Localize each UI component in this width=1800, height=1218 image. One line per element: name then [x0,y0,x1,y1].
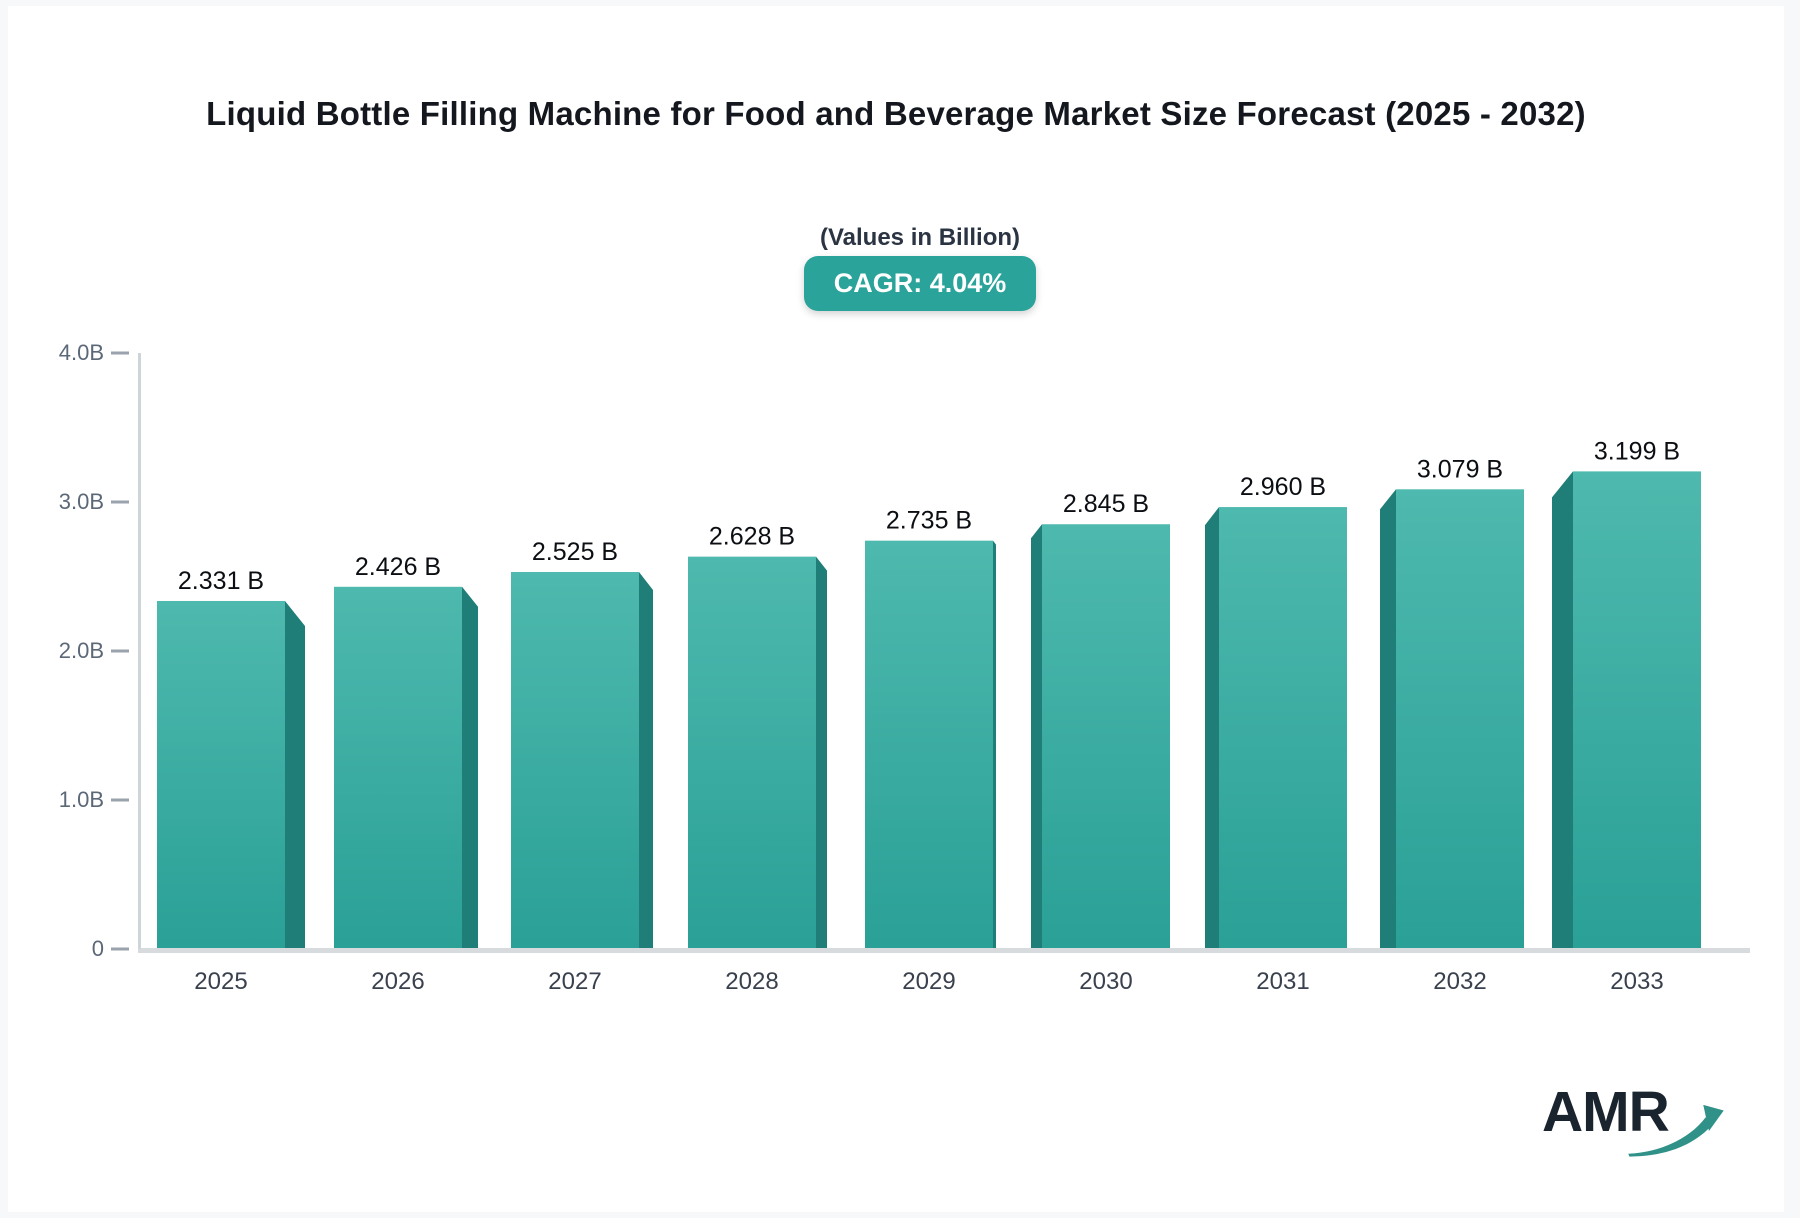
bar-2028[interactable] [688,556,816,948]
bar-value-label: 2.628 B [709,523,795,551]
bar-chart: 0 1.0B 2.0B 3.0B 4.0B 2.331 B 2025 2.426 B 2026 2… [59,340,1750,995]
chart-title-text: Liquid Bottle Filling Machine for Food a… [206,95,1586,132]
bar-value-label: 2.960 B [1240,473,1326,501]
bar-value-label: 2.735 B [886,507,972,535]
x-axis-category-label: 2026 [371,968,424,995]
x-axis-category-label: 2033 [1610,968,1663,995]
bar-2030[interactable] [1042,524,1170,948]
x-axis-category-label: 2030 [1079,968,1132,995]
chart-subtitle: (Values in Billion) [819,224,1021,251]
bar-2029[interactable] [865,540,993,948]
x-axis-category-label: 2032 [1433,968,1486,995]
bar-side-face [462,586,478,948]
bar-side-face [1552,471,1573,948]
chart-canvas: 0 1.0B 2.0B 3.0B 4.0B 2.331 B 2025 2.426 B 2026 2… [8,6,1784,1212]
bar-value-label: 3.079 B [1417,455,1503,483]
bar-value-label: 3.199 B [1594,437,1680,465]
bar-2032[interactable] [1396,489,1524,948]
y-tick-label: 4.0B [59,340,104,365]
bar-2025[interactable] [157,600,285,948]
page-edge-right [1784,0,1800,1212]
bar-side-face [816,556,827,948]
growth-arrow-icon [1628,1104,1724,1157]
cagr-badge-row: CAGR: 4.04% [32,256,1800,311]
x-axis-category-label: 2028 [725,968,778,995]
y-tick-label: 2.0B [59,638,104,663]
bar-side-face [1205,507,1219,948]
y-tick-label: 1.0B [59,787,104,812]
bar-2031[interactable] [1219,507,1347,948]
amr-logo: AMR [1542,1084,1782,1174]
y-tick-label: 3.0B [59,489,104,514]
bar-value-label: 2.845 B [1063,490,1149,518]
amr-logo-text: AMR [1542,1080,1670,1144]
bar-2027[interactable] [511,572,639,948]
y-tick-label: 0 [92,936,104,961]
bar-side-face [1031,524,1042,948]
cagr-badge: CAGR: 4.04% [803,256,1037,311]
bar-2026[interactable] [334,586,462,948]
bar-2033[interactable] [1573,471,1701,948]
page-edge-left [0,0,8,1212]
x-axis-category-label: 2025 [194,968,247,995]
bar-side-face [1380,489,1396,948]
x-axis-category-label: 2031 [1256,968,1309,995]
bar-side-face [993,540,996,948]
chart-title: Liquid Bottle Filling Machine for Food a… [8,90,1784,139]
x-axis-category-label: 2027 [548,968,601,995]
bar-value-label: 2.525 B [532,538,618,566]
bar-value-label: 2.426 B [355,553,441,581]
page-edge-top [0,0,1800,6]
bar-side-face [639,572,653,948]
bar-side-face [285,600,305,948]
x-axis-category-label: 2029 [902,968,955,995]
bar-value-label: 2.331 B [178,567,264,595]
